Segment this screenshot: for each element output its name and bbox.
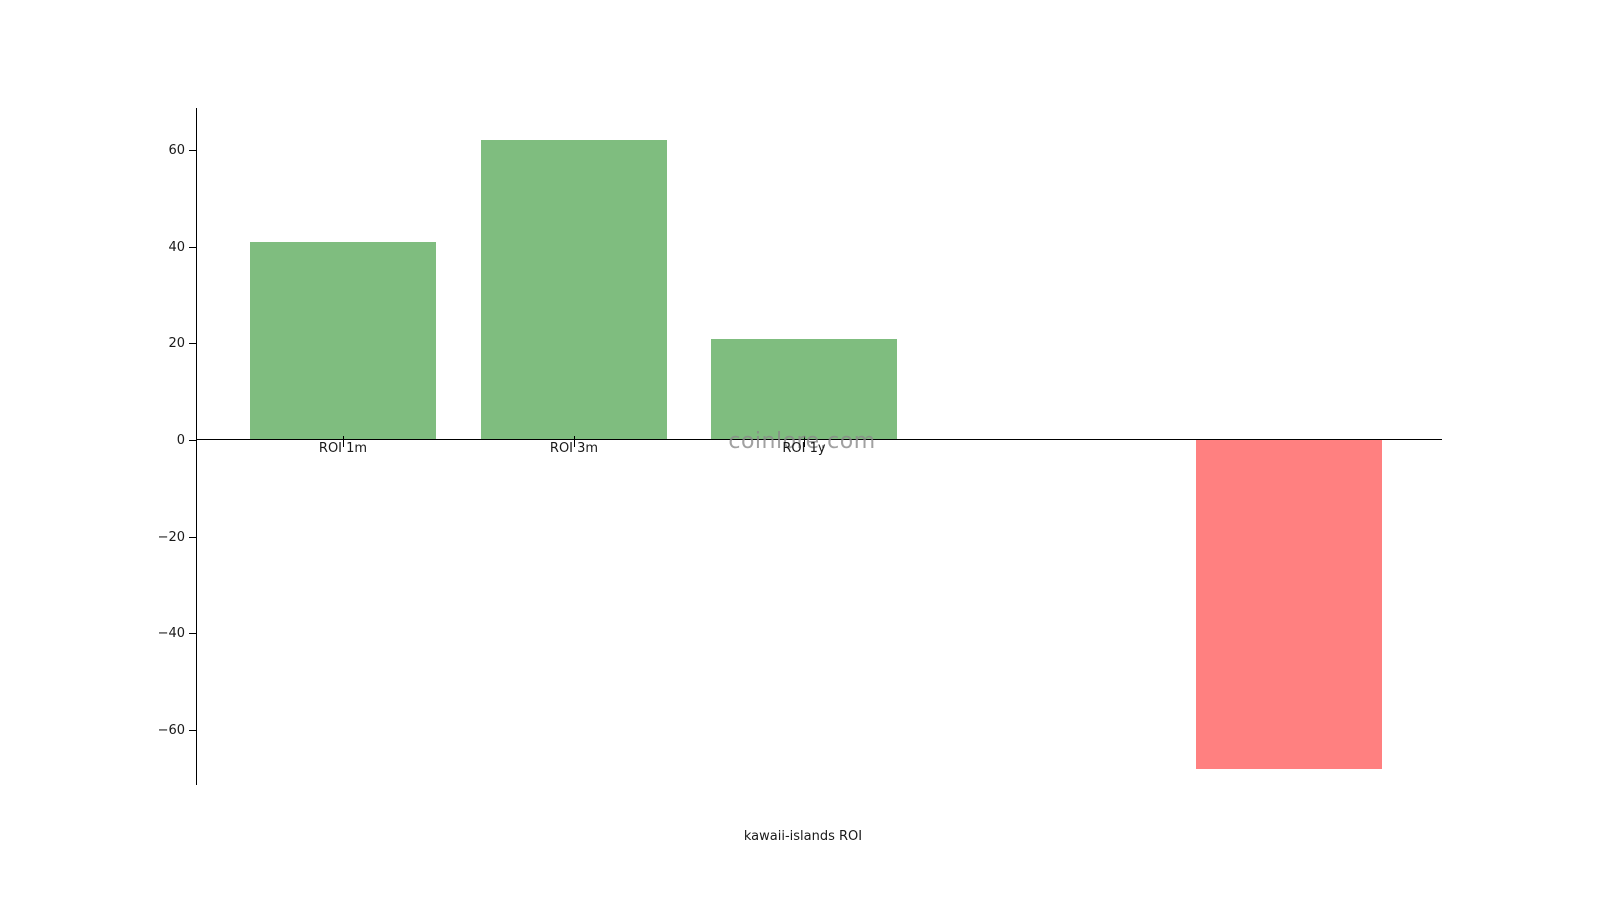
x-tick-mark <box>343 436 344 447</box>
y-tick-mark <box>189 150 196 151</box>
x-tick-mark <box>804 436 805 447</box>
y-tick-mark <box>189 633 196 634</box>
bar-unlabeled <box>1196 440 1382 769</box>
y-tick-mark <box>189 343 196 344</box>
y-axis-line <box>196 108 197 785</box>
y-tick-label: 0 <box>176 433 185 448</box>
y-tick-label: −20 <box>157 530 185 545</box>
y-tick-label: −60 <box>157 723 185 738</box>
y-tick-mark <box>189 730 196 731</box>
y-tick-label: 40 <box>168 240 185 255</box>
x-tick-label: ROI 3m <box>549 441 599 456</box>
y-tick-mark <box>189 247 196 248</box>
y-tick-mark <box>189 440 196 441</box>
x-axis-zero-line <box>196 439 1442 440</box>
y-tick-label: −40 <box>157 626 185 641</box>
x-tick-mark <box>574 436 575 447</box>
watermark-text: coinlore.com <box>728 429 876 454</box>
y-tick-label: 60 <box>168 143 185 158</box>
x-tick-label: ROI 1y <box>782 441 826 456</box>
bar-roi-3m <box>481 140 667 440</box>
y-tick-label: 20 <box>168 336 185 351</box>
chart-title: kawaii-islands ROI <box>743 829 863 844</box>
x-tick-label: ROI 1m <box>318 441 368 456</box>
bar-roi-1y <box>711 339 897 440</box>
y-tick-mark <box>189 537 196 538</box>
bar-roi-1m <box>250 242 436 440</box>
